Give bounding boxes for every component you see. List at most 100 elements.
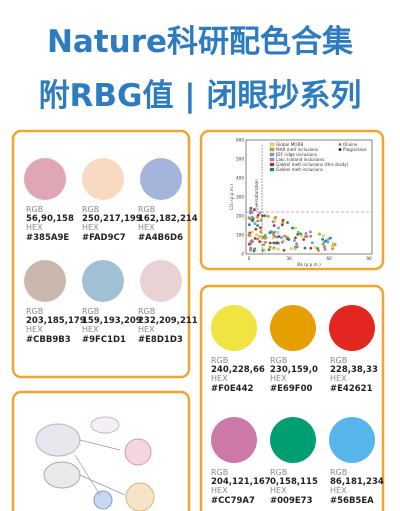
- color-swatch: [329, 417, 375, 463]
- scatter-dot: [253, 237, 257, 240]
- scatter-dot: [248, 232, 251, 236]
- hex-label: HEX: [211, 486, 228, 495]
- scatter-dot: [286, 221, 289, 224]
- scatter-dot: [268, 231, 272, 234]
- marker-label: Plagioclase: [343, 147, 367, 152]
- scatter-dot: [275, 241, 279, 245]
- title-line-1: Nature科研配色合集: [47, 24, 353, 60]
- hex-value: #F0E442: [211, 384, 253, 394]
- y-tick-label: 300: [236, 195, 244, 200]
- color-swatch: [211, 305, 257, 351]
- scatter-dot: [266, 214, 270, 218]
- scatter-dot: [314, 246, 318, 249]
- scatter-dot: [309, 230, 312, 234]
- rgb-label: RGB: [330, 356, 347, 365]
- scatter-dot: [322, 240, 326, 244]
- scatter-dot: [318, 232, 321, 236]
- scatter-dot: [323, 245, 326, 249]
- color-swatch: [211, 417, 257, 463]
- color-swatch: [24, 260, 66, 302]
- legend-swatch: [269, 157, 275, 162]
- scatter-dot: [275, 235, 278, 239]
- legend-swatch: [269, 147, 275, 152]
- hex-value: #CBB9B3: [26, 335, 71, 345]
- scatter-dot: [273, 219, 276, 223]
- color-swatch: [270, 305, 316, 351]
- scatter-dot: [258, 211, 262, 215]
- hex-value: #E8D1D3: [138, 335, 183, 345]
- rgb-label: RGB: [26, 307, 43, 316]
- scatter-dot: [272, 241, 276, 245]
- scatter-dot: [271, 232, 275, 236]
- scatter-dot: [255, 233, 259, 237]
- y-tick-label: 200: [236, 214, 244, 219]
- color-swatch: [140, 158, 182, 200]
- x-tick-label: 60: [326, 256, 332, 261]
- scatter-dot: [309, 234, 313, 238]
- legend-label: Laki, Iceland inclusions: [276, 157, 324, 162]
- rgb-value: 159,193,209: [82, 316, 142, 326]
- hex-value: #E69F00: [270, 384, 312, 394]
- scatter-dot: [256, 237, 259, 241]
- title-line-2: 附RBG值 | 闭眼抄系列: [39, 78, 362, 114]
- scatter-dot: [247, 223, 251, 227]
- marker-label: Olivine: [343, 142, 358, 147]
- legend-swatch: [269, 162, 275, 167]
- rgb-label: RGB: [138, 307, 155, 316]
- scatter-dot: [274, 216, 277, 219]
- scatter-dot: [259, 235, 262, 239]
- hex-label: HEX: [82, 223, 99, 232]
- scatter-dot: [249, 246, 253, 250]
- rgb-value: 162,182,214: [138, 214, 198, 224]
- scatter-dot: [250, 230, 254, 234]
- rgb-value: 250,217,199: [82, 214, 142, 224]
- color-swatch: [140, 260, 182, 302]
- hex-label: HEX: [26, 223, 43, 232]
- scatter-dot: [268, 245, 272, 249]
- scatter-dot: [271, 247, 275, 250]
- scatter-dot: [302, 238, 306, 241]
- hex-value: #009E73: [270, 496, 313, 506]
- x-tick-label: 0: [248, 256, 251, 261]
- scatter-dot: [277, 235, 281, 238]
- scatter-dot: [248, 217, 252, 221]
- scatter-dot: [296, 230, 300, 234]
- legend-label: Gakkel melt inclusions: [276, 167, 323, 172]
- legend-label: MAR melt inclusions: [276, 147, 318, 152]
- hex-value: #FAD9C7: [82, 233, 126, 243]
- scatter-dot: [263, 236, 266, 240]
- hex-value: #385A9E: [26, 233, 69, 243]
- scatter-dot: [295, 245, 299, 249]
- scatter-dot: [252, 208, 256, 212]
- scatter-dot: [272, 224, 276, 227]
- hex-label: HEX: [330, 486, 347, 495]
- scatter-dot: [250, 211, 254, 214]
- hex-label: HEX: [330, 374, 347, 383]
- figure-card: [199, 129, 385, 271]
- scatter-dot: [289, 247, 293, 250]
- hex-label: HEX: [138, 325, 155, 334]
- scatter-dot: [276, 231, 280, 234]
- rgb-label: RGB: [211, 356, 228, 365]
- x-axis-label: Ba (p.p.m.): [297, 262, 321, 267]
- y-tick-label: 500: [236, 157, 244, 162]
- hex-value: #56B5EA: [330, 496, 374, 506]
- scatter-dot: [304, 235, 307, 238]
- scatter-dot: [280, 240, 284, 244]
- y-tick-label: 400: [236, 176, 244, 181]
- hex-label: HEX: [270, 486, 287, 495]
- scatter-dot: [256, 215, 259, 219]
- color-swatch: [329, 305, 375, 351]
- hex-value: #E42621: [330, 384, 373, 394]
- legend-swatch: [269, 167, 275, 172]
- rgb-label: RGB: [270, 356, 287, 365]
- color-swatch: [270, 417, 316, 463]
- scatter-dot: [259, 230, 263, 234]
- scatter-dot: [300, 234, 304, 237]
- scatter-dot: [262, 248, 266, 252]
- scatter-dot: [295, 242, 298, 246]
- hex-label: HEX: [270, 374, 287, 383]
- rgb-value: 86,181,234: [330, 477, 384, 487]
- scatter-dot: [249, 206, 253, 210]
